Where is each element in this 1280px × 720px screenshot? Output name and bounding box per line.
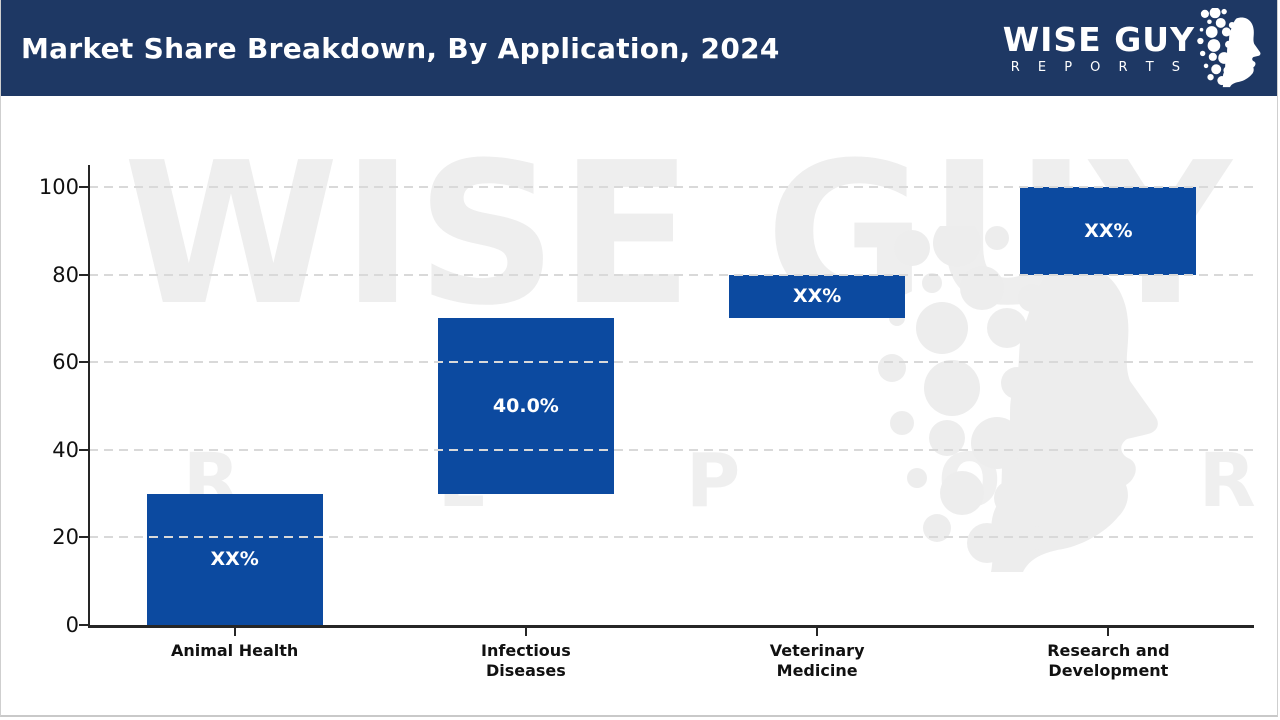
y-axis-tick: [79, 361, 88, 364]
y-axis-tick: [79, 186, 88, 188]
bar: XX%: [729, 274, 906, 319]
y-tick-label: 0: [65, 613, 79, 637]
bar: XX%: [146, 493, 323, 625]
y-axis-tick: [79, 536, 88, 539]
bar: 40.0%: [437, 318, 614, 494]
bar-value-label: XX%: [1084, 219, 1133, 242]
wise-guy-logo-text: WISE GUY R E P O R T S: [1002, 19, 1195, 75]
logo-brand-name: WISE GUY: [1002, 19, 1195, 59]
gridline: [89, 186, 1254, 188]
bar-value-label: 40.0%: [492, 394, 559, 417]
page-title: Market Share Breakdown, By Application, …: [21, 31, 780, 65]
y-tick-label: 20: [52, 525, 79, 550]
x-tick-label: Veterinary Medicine: [769, 641, 865, 680]
x-axis-line: [88, 625, 1254, 628]
x-axis-tick: [1107, 625, 1110, 636]
x-axis-tick: [233, 625, 236, 636]
bar-value-label: XX%: [792, 285, 842, 308]
watermark-face-icon: [878, 226, 1158, 572]
y-tick-label: 40: [52, 437, 79, 462]
gridline: [89, 448, 1254, 451]
gridline: [89, 273, 1254, 276]
y-axis-tick: [79, 273, 88, 276]
y-axis-tick: [79, 448, 88, 451]
x-tick-label: Animal Health: [170, 641, 299, 660]
y-tick-label: 80: [52, 262, 79, 287]
x-tick-label: Infectious Diseases: [481, 641, 571, 680]
bar: XX%: [1020, 187, 1197, 275]
x-tick-label: Research and Development: [1047, 641, 1170, 680]
x-axis-tick: [524, 625, 527, 636]
wise-guy-logo: WISE GUY R E P O R T S: [1003, 8, 1263, 88]
chart-area: WISE GUY R E P O R T S XX%Animal Health4…: [1, 96, 1280, 717]
y-axis-line: [88, 165, 90, 628]
header-bar: Market Share Breakdown, By Application, …: [1, 0, 1277, 96]
gridline: [89, 536, 1254, 539]
y-tick-label: 60: [52, 350, 79, 375]
wise-guy-face-icon: [1197, 8, 1261, 88]
x-axis-tick: [816, 625, 819, 636]
gridline: [89, 361, 1254, 364]
y-tick-label: 100: [38, 175, 79, 199]
bar-value-label: XX%: [210, 548, 259, 571]
y-axis-tick: [79, 624, 88, 626]
logo-tagline: R E P O R T S: [1010, 59, 1188, 75]
